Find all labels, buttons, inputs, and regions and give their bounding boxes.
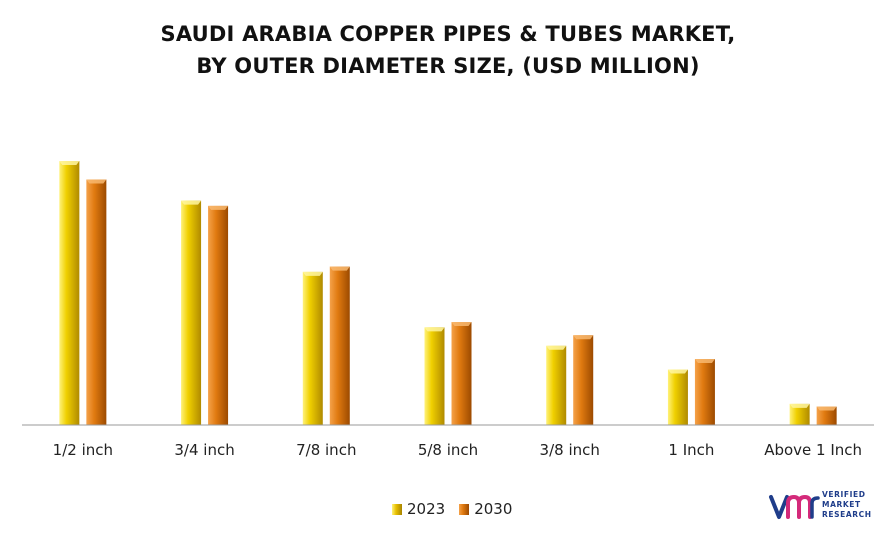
legend-item-2023: 2023 [392,500,445,518]
bar-2023-6 [789,403,810,425]
x-tick-label: 1 Inch [668,441,714,459]
bar-body [329,266,350,425]
bar-cap [424,327,445,332]
bar-cap [86,179,107,184]
x-tick-labels: 1/2 inch 3/4 inch 7/8 inch 5/8 inch 3/8 inch… [53,441,862,459]
bar-2030-6 [816,406,837,425]
x-tick-label: 5/8 inch [418,441,478,459]
verified-market-research-logo: VERIFIED MARKET RESEARCH [768,487,878,525]
bar-2030-2 [329,266,350,425]
bar-2030-5 [694,359,715,425]
bar-body [424,327,445,425]
bar-body [302,271,323,425]
bar-2023-1 [181,200,202,425]
bar-cap [302,271,323,276]
logo-text-research: RESEARCH [822,510,872,519]
bar-body [667,369,688,425]
bar-body [208,205,229,425]
legend-label-2023: 2023 [407,500,446,518]
logo-text-verified: VERIFIED [822,490,866,499]
bar-cap [546,345,567,350]
bar-2023-2 [302,271,323,425]
bar-2023-3 [424,327,445,425]
bar-cap [329,266,350,271]
vmr-logo-mark-icon [769,494,820,519]
bar-body [789,403,810,425]
chart-title-line-2: BY OUTER DIAMETER SIZE, (USD MILLION) [196,54,700,78]
x-tick-label: 3/8 inch [540,441,600,459]
x-tick-label: 1/2 inch [53,441,113,459]
legend-swatch-2030 [459,503,470,515]
bar-2030-3 [451,322,472,425]
bar-cap [816,406,837,411]
bar-cap [667,369,688,374]
bars-group [59,161,837,425]
logo-text-market: MARKET [822,500,861,509]
bar-2023-0 [59,161,80,425]
bar-body [59,161,80,425]
bar-cap [208,205,229,210]
bar-chart: 1/2 inch 3/4 inch 7/8 inch 5/8 inch 3/8 inch… [22,161,874,459]
chart-title-line-1: SAUDI ARABIA COPPER PIPES & TUBES MARKET… [160,22,736,46]
x-tick-label: 7/8 inch [296,441,356,459]
bar-cap [573,335,594,340]
bar-cap [451,322,472,327]
bar-cap [59,161,80,165]
legend-item-2030: 2030 [459,500,512,518]
bar-body [451,322,472,425]
bar-body [694,359,715,425]
bar-cap [789,403,810,408]
x-tick-label: Above 1 Inch [764,441,862,459]
x-tick-label: 3/4 inch [174,441,234,459]
bar-2023-5 [667,369,688,425]
bar-body [181,200,202,425]
bar-2030-1 [208,205,229,425]
bar-2023-4 [546,345,567,425]
chart-title: SAUDI ARABIA COPPER PIPES & TUBES MARKET… [0,18,896,82]
legend-swatch-2023 [392,503,402,515]
legend-label-2030: 2030 [474,500,513,518]
bar-cap [181,200,202,205]
bar-2030-4 [573,335,594,425]
bar-body [816,406,837,425]
bar-body [573,335,594,425]
bar-2030-0 [86,179,107,425]
bar-body [86,179,107,425]
legend: 2023 2030 [392,500,526,518]
bar-body [546,345,567,425]
bar-cap [694,359,715,363]
